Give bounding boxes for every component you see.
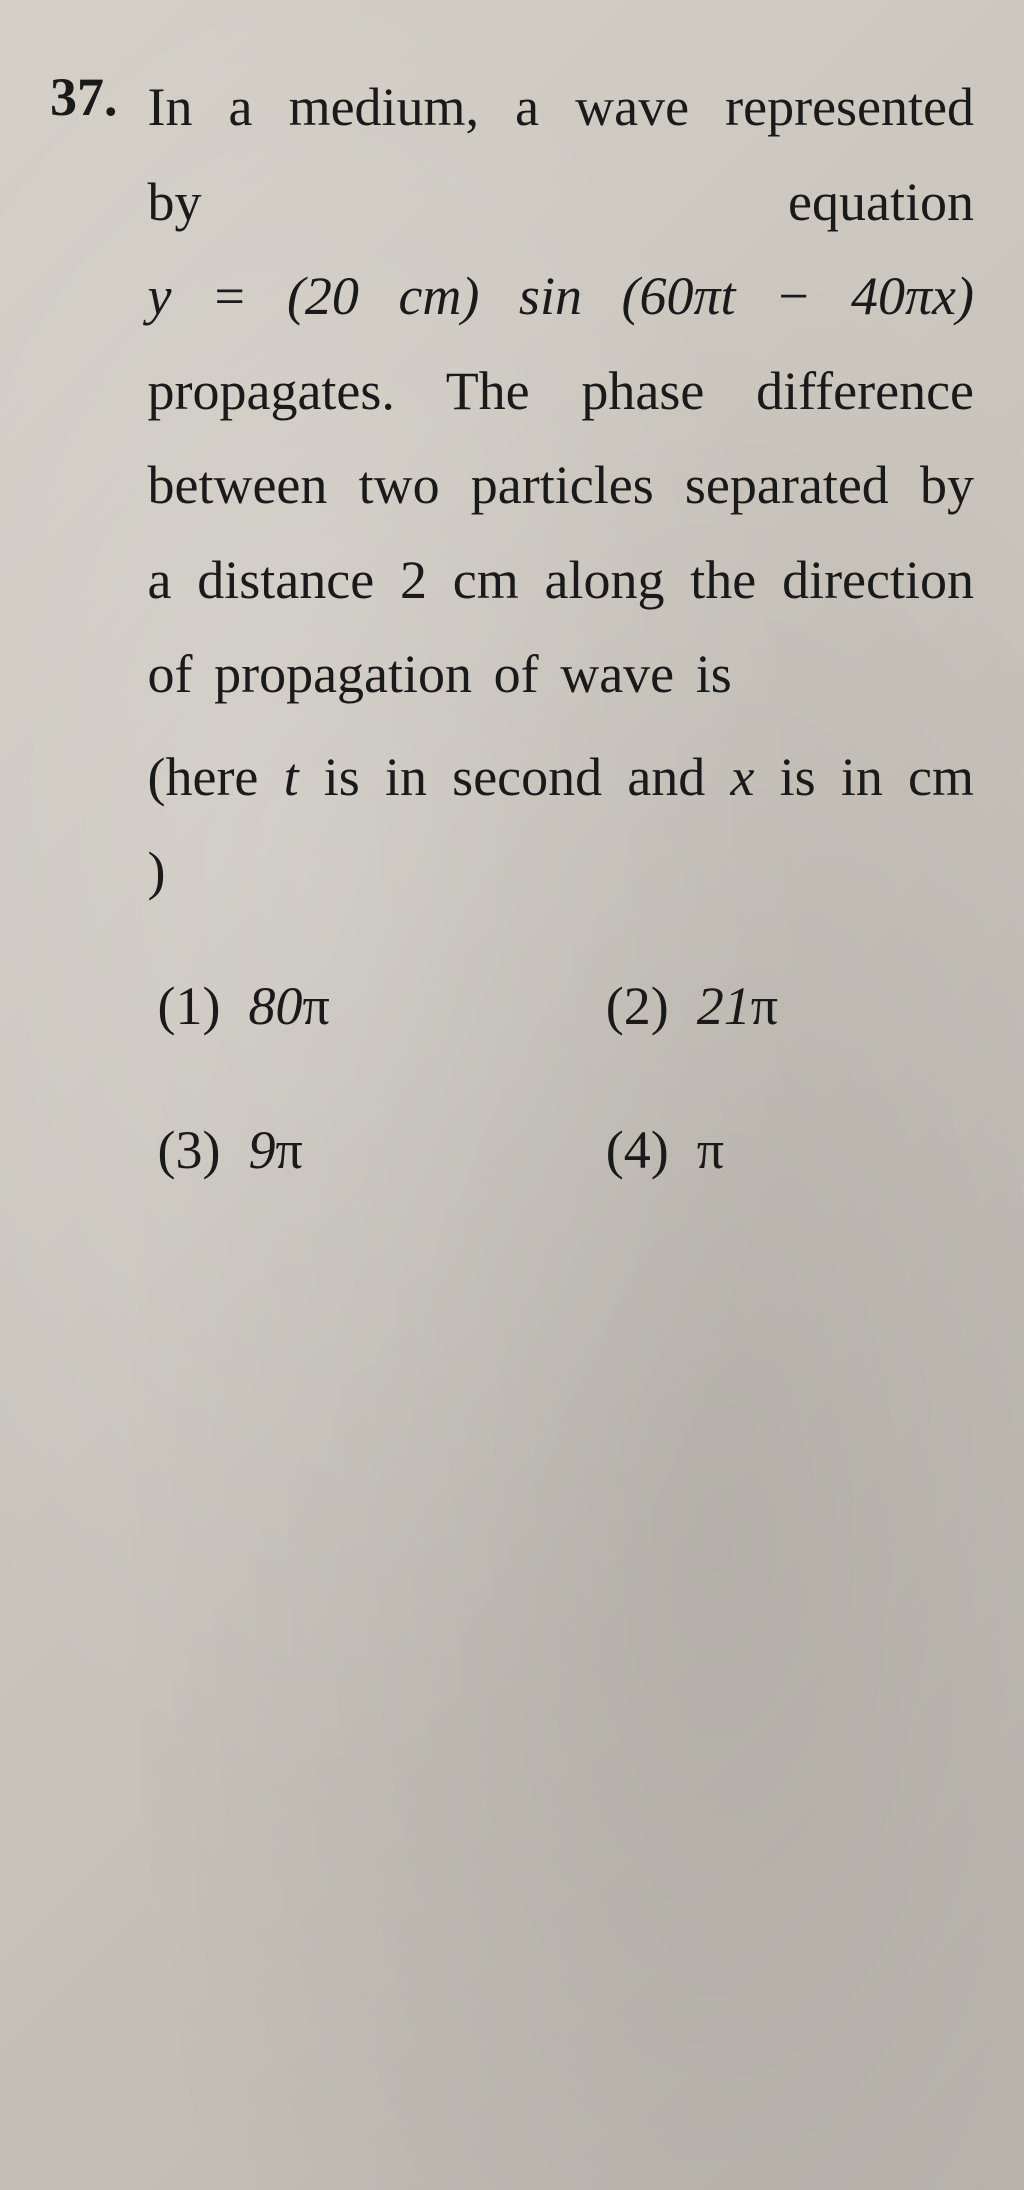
option-3[interactable]: (3) 9π <box>158 1103 526 1198</box>
option-2[interactable]: (2) 21π <box>606 959 974 1054</box>
note-var-t: t <box>284 747 299 807</box>
option-3-value: 9π <box>248 1103 302 1198</box>
note-var-x: x <box>730 747 754 807</box>
option-4-value: π <box>697 1103 724 1198</box>
question-container: 37. In a medium, a wave represented by e… <box>50 60 974 1198</box>
question-line-1: In a medium, a wave represented by equat… <box>148 77 975 232</box>
note-mid-1: is in second and <box>299 747 731 807</box>
question-line-2-cont: propagates. The phase <box>148 361 705 421</box>
question-block: 37. In a medium, a wave represented by e… <box>50 60 974 1198</box>
question-body: In a medium, a wave represented by equat… <box>148 60 975 1198</box>
wave-equation: y = (20 cm) sin (60πt − 40πx) <box>148 266 975 326</box>
option-3-number: (3) <box>158 1103 221 1198</box>
option-1-value: 80π <box>248 959 329 1054</box>
option-1[interactable]: (1) 80π <box>158 959 526 1054</box>
option-1-number: (1) <box>158 959 221 1054</box>
option-4[interactable]: (4) π <box>606 1103 974 1198</box>
question-text: In a medium, a wave represented by equat… <box>148 60 975 722</box>
answer-options: (1) 80π (2) 21π (3) 9π (4) π <box>148 959 975 1198</box>
question-line-5: wave is <box>560 644 732 704</box>
question-number: 37. <box>50 60 118 1198</box>
option-2-number: (2) <box>606 959 669 1054</box>
question-note: (here t is in second and x is in cm ) <box>148 730 975 919</box>
note-open: (here <box>148 747 284 807</box>
option-2-value: 21π <box>697 959 778 1054</box>
option-4-number: (4) <box>606 1103 669 1198</box>
